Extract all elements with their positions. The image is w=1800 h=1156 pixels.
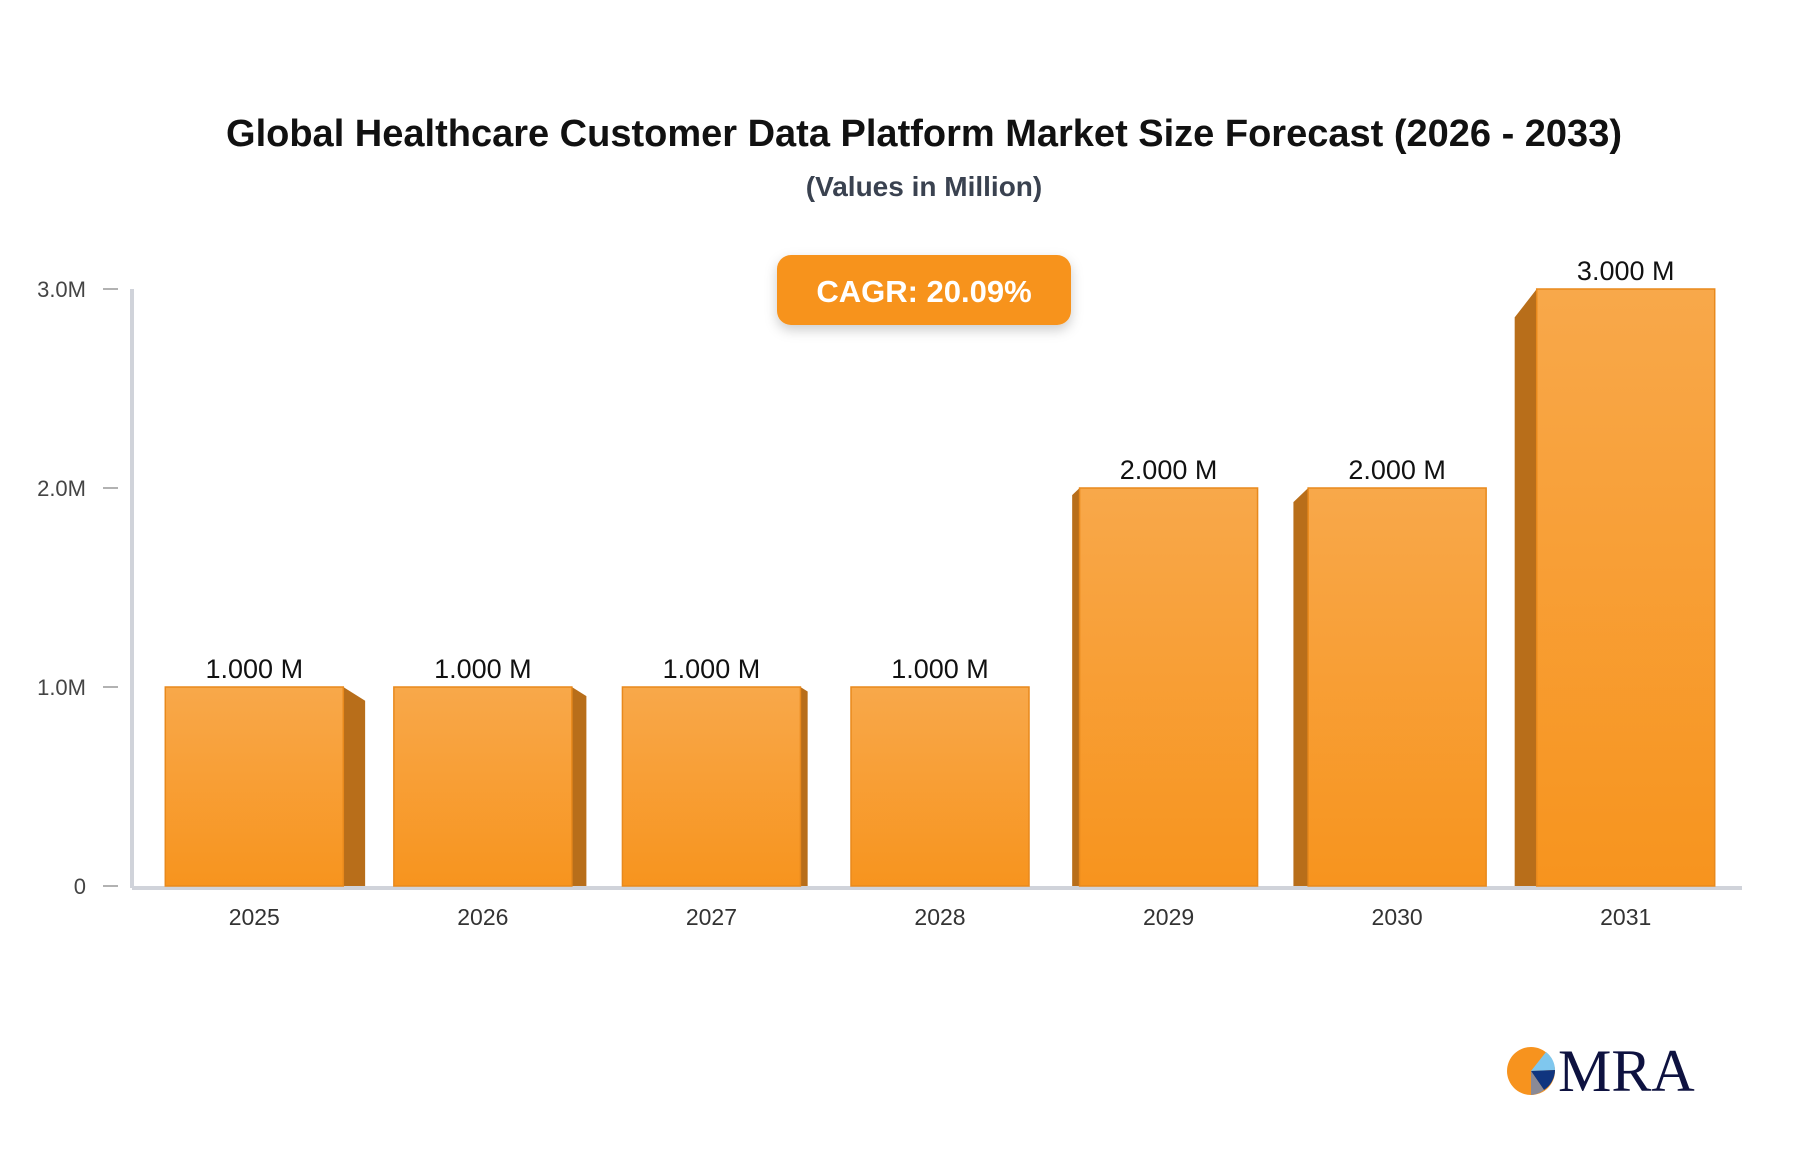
bar-value-label: 1.000 M [663, 654, 761, 684]
chart-subtitle: (Values in Million) [806, 171, 1042, 202]
y-tick-label: 3.0M [37, 277, 86, 302]
bar-value-label: 2.000 M [1120, 455, 1218, 485]
x-tick-label: 2025 [229, 904, 280, 930]
bar [393, 686, 573, 887]
x-tick-label: 2026 [457, 904, 508, 930]
bar-group: 1.000 M 2025 [164, 654, 366, 930]
cagr-text: CAGR: 20.09% [816, 274, 1031, 309]
bar-side [343, 687, 366, 886]
chart-title: Global Healthcare Customer Data Platform… [226, 113, 1622, 155]
y-tick-label: 2.0M [37, 476, 86, 501]
bar [1535, 288, 1716, 887]
bar-value-label: 2.000 M [1348, 455, 1446, 485]
bar-side [571, 687, 587, 886]
bar-side [1514, 289, 1537, 886]
bar-value-label: 1.000 M [891, 654, 989, 684]
y-tick-label: 1.0M [37, 675, 86, 700]
x-tick-label: 2030 [1372, 904, 1423, 930]
bar [1307, 487, 1487, 887]
bar-group: 3.000 M 2031 [1514, 256, 1716, 930]
cagr-badge: CAGR: 20.09% [777, 255, 1071, 325]
y-tick-label: 0 [74, 874, 86, 899]
bar-side [1293, 488, 1309, 886]
x-tick-label: 2028 [914, 904, 965, 930]
bar-group: 2.000 M 2029 [1072, 455, 1259, 930]
bar [1078, 487, 1259, 887]
cagr-badge-bg [777, 255, 1071, 325]
bar-value-label: 3.000 M [1577, 256, 1675, 286]
bar-value-label: 1.000 M [206, 654, 304, 684]
bar-group: 2.000 M 2030 [1293, 455, 1487, 930]
x-tick-label: 2027 [686, 904, 737, 930]
bar [164, 686, 345, 887]
bar-value-label: 1.000 M [434, 654, 532, 684]
mra-logo: MRA [1507, 1038, 1695, 1104]
logo-text: MRA [1558, 1038, 1695, 1104]
x-tick-label: 2031 [1600, 904, 1651, 930]
bar [621, 686, 802, 887]
x-tick-label: 2029 [1143, 904, 1194, 930]
bar-group: 1.000 M 2028 [850, 654, 1030, 930]
bar-group: 1.000 M 2026 [393, 654, 587, 930]
bar-side [800, 687, 808, 886]
bar [850, 686, 1030, 887]
bar-group: 1.000 M 2027 [621, 654, 808, 930]
bar-side [1072, 488, 1080, 886]
